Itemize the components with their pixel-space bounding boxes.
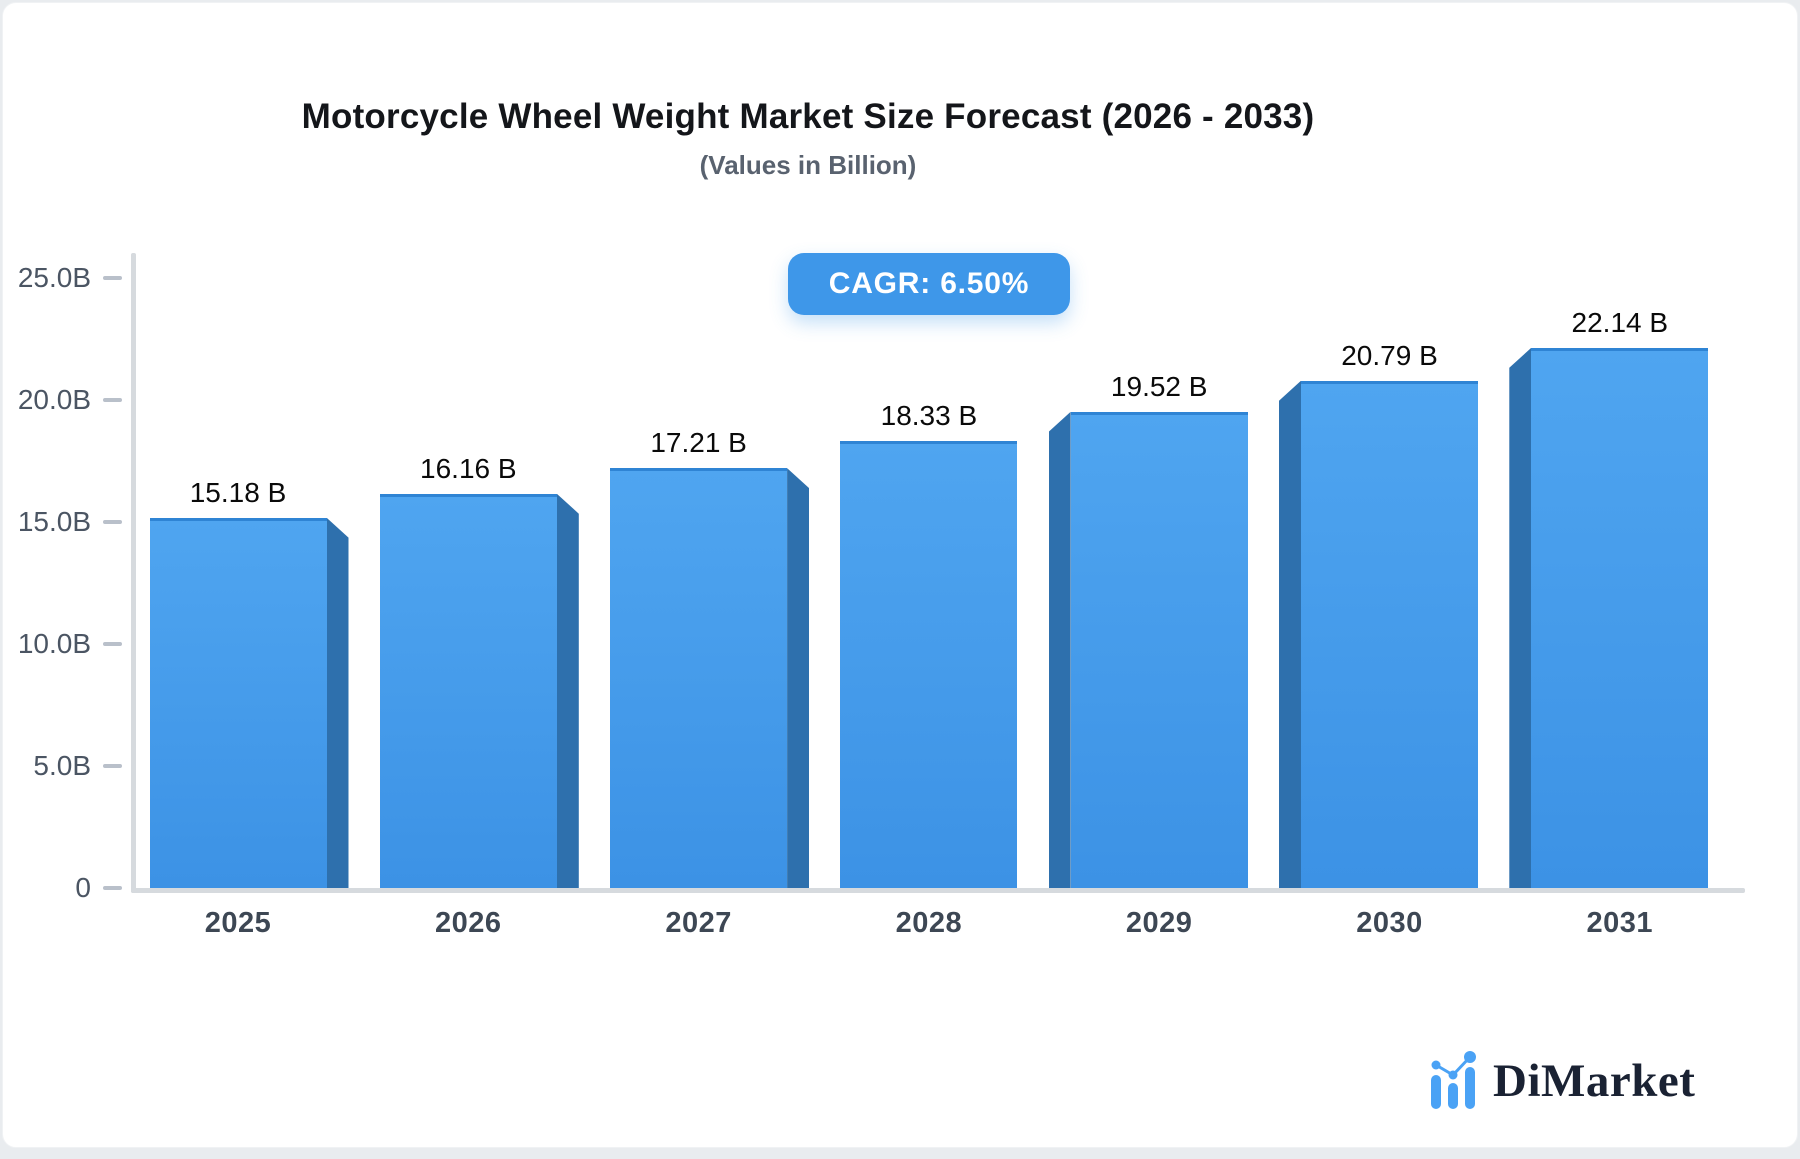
x-axis-label: 2030 [1356,907,1423,939]
x-axis-label: 2025 [204,907,272,939]
brand-logo: DiMarket [1427,1049,1695,1113]
bar-2030 [1301,380,1478,888]
bar-value-label: 17.21 B [650,427,747,459]
y-axis-tick-mark [103,764,122,768]
bar-chart-logo-icon [1431,1051,1476,1109]
x-axis-label: 2027 [665,907,732,939]
bar-2025 [149,517,327,888]
bar-value-label: 18.33 B [880,399,978,431]
x-axis-label: 2026 [435,907,502,939]
y-axis-tick-mark [103,276,122,280]
bar-value-label: 15.18 B [189,476,287,508]
y-axis-tick-label: 25.0B [17,262,91,293]
y-axis-tick-label: 15.0B [17,506,91,537]
y-axis-tick-mark [103,642,122,646]
bar-2027 [610,468,788,888]
chart-subtitle: (Values in Billion) [699,150,917,180]
bar-2031 [1531,347,1709,888]
chart-title: Motorcycle Wheel Weight Market Size Fore… [301,97,1315,136]
cagr-badge: CAGR: 6.50% [788,253,1070,315]
x-axis-label: 2031 [1586,907,1654,939]
bar-value-label: 16.16 B [420,452,517,484]
bar-side-2026 [556,493,579,888]
bar-value-label: 22.14 B [1571,306,1669,338]
y-axis-tick-mark [103,520,122,524]
y-axis-tick-label: 10.0B [17,628,91,659]
y-axis-tick-label: 5.0B [33,750,91,781]
x-axis-label: 2028 [895,907,963,939]
y-axis-tick-label: 0 [75,872,91,903]
y-axis-line [131,253,136,893]
bar-side-2031 [1509,347,1532,888]
bar-value-label: 19.52 B [1110,370,1208,402]
y-axis-tick-mark [103,886,122,890]
bar-value-label: 20.79 B [1341,339,1438,371]
y-axis-tick-mark [103,398,122,402]
bar-2026 [379,493,557,888]
bar-2029 [1070,411,1248,888]
bar-chart-plot: 25.0B 20.0B 15.0B 10.0B 5.0B 0 15.18 B 16.16 B… [3,3,1800,1159]
bar-2028 [840,440,1018,888]
bar-side-2025 [326,517,349,888]
x-axis-label: 2029 [1125,907,1193,939]
bar-side-2030 [1279,380,1301,888]
y-axis-tick-label: 20.0B [17,384,91,415]
bar-side-2027 [787,468,810,888]
x-axis-line [131,888,1745,893]
bar-side-2029 [1048,411,1071,888]
brand-name: DiMarket [1493,1055,1696,1107]
